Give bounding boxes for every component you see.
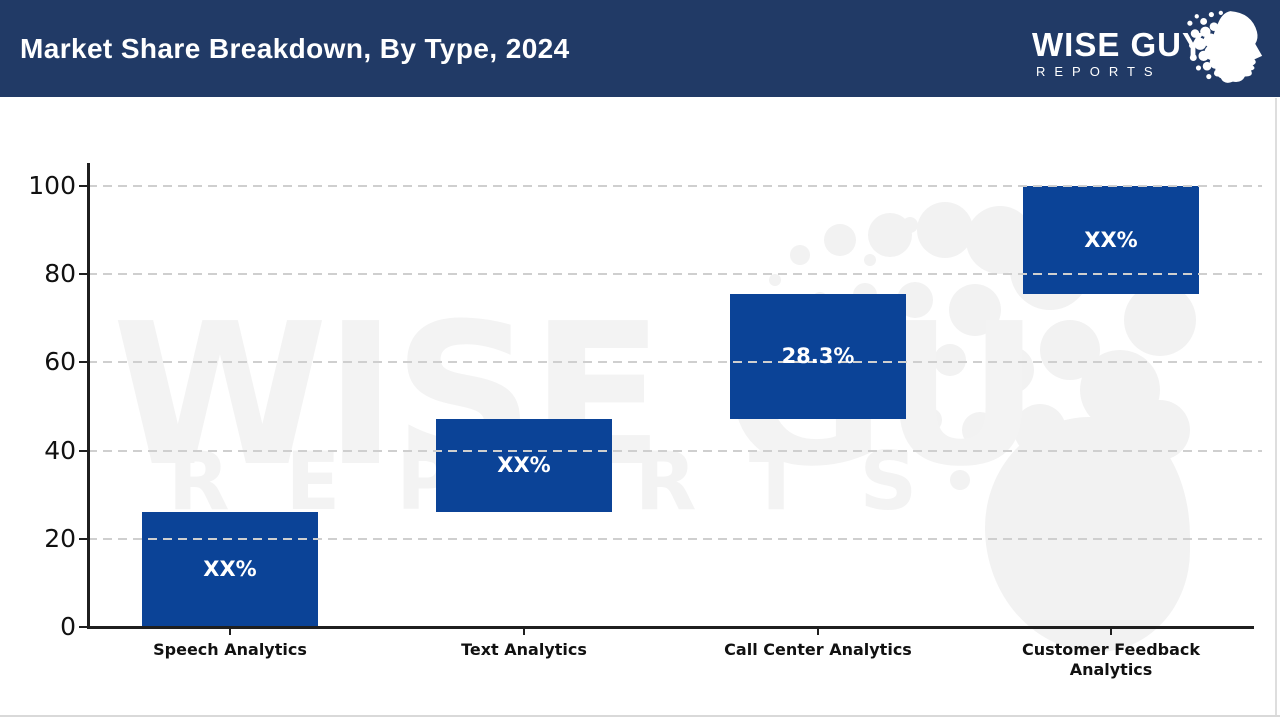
y-axis-tick	[79, 361, 88, 364]
y-tick-label: 60	[44, 347, 76, 377]
watermark-dot	[918, 408, 942, 432]
bar-segment	[436, 418, 612, 512]
x-axis	[87, 626, 1254, 629]
x-axis-tick	[229, 629, 231, 635]
watermark-dot	[1032, 527, 1068, 563]
watermark-dot	[934, 344, 966, 376]
gridline	[88, 185, 1262, 187]
watermark-dot	[950, 470, 970, 490]
y-tick-label: 100	[28, 171, 76, 200]
y-tick-label: 40	[44, 435, 76, 465]
bar-value-label: 28.3%	[781, 344, 855, 369]
y-tick-label: 0	[60, 612, 76, 641]
x-category-label: Text Analytics	[461, 640, 587, 659]
watermark-dot	[994, 474, 1026, 506]
watermark-dot	[1102, 452, 1158, 508]
gridline	[88, 273, 1262, 276]
x-category-label: Call Center Analytics	[724, 640, 912, 659]
gridline	[88, 537, 1262, 540]
bar-segment	[730, 294, 906, 419]
watermark-dot	[1020, 580, 1040, 600]
page-title: Market Share Breakdown, By Type, 2024	[20, 32, 570, 64]
watermark-dot	[864, 254, 876, 266]
bottom-divider	[0, 715, 1280, 717]
watermark-face-dots	[0, 97, 1280, 720]
logo-wordmark: WISE GUY	[1032, 26, 1206, 63]
watermark-dot	[988, 528, 1012, 552]
x-axis-tick	[817, 629, 819, 635]
watermark-dot	[902, 217, 918, 233]
right-edge-divider	[1275, 98, 1277, 716]
watermark-dot	[1014, 404, 1066, 456]
x-axis-tick	[523, 629, 525, 635]
bar-value-label: XX%	[203, 557, 257, 582]
watermark-dot	[1110, 570, 1150, 610]
watermark-dot	[790, 245, 810, 265]
bar-segment	[1023, 186, 1199, 295]
logo-subtitle: REPORTS	[1036, 64, 1162, 79]
y-tick-label: 80	[44, 259, 76, 289]
y-axis-tick	[79, 185, 88, 187]
bar-value-label: XX%	[1084, 228, 1138, 253]
watermark-dot	[1064, 579, 1096, 611]
x-axis-tick	[1110, 629, 1112, 635]
bar-segment	[142, 511, 318, 627]
watermark-dot	[1081, 516, 1129, 564]
y-axis-tick	[79, 537, 88, 540]
watermark-dot	[949, 284, 1001, 336]
gridline	[88, 449, 1262, 452]
header-bar: Market Share Breakdown, By Type, 2024 WI…	[0, 0, 1280, 97]
y-axis-tick	[79, 273, 88, 276]
watermark-dot	[986, 346, 1034, 394]
watermark-dot	[917, 202, 973, 258]
y-axis	[87, 163, 90, 629]
x-category-label: Speech Analytics	[153, 640, 307, 659]
bar-value-label: XX%	[497, 453, 551, 478]
watermark-dot	[962, 412, 998, 448]
watermark-dot	[1124, 284, 1196, 356]
y-axis-tick	[79, 449, 88, 452]
gridline	[88, 361, 1262, 364]
y-tick-label: 20	[44, 523, 76, 553]
wiseguy-logo: WISE GUY REPORTS	[1032, 4, 1272, 94]
x-category-label: Customer Feedback Analytics	[1021, 640, 1201, 679]
watermark-dot	[769, 274, 781, 286]
watermark-dot	[1048, 458, 1092, 502]
logo-face-icon	[1184, 10, 1263, 83]
watermark-dot	[824, 224, 856, 256]
y-axis-tick	[79, 626, 88, 628]
